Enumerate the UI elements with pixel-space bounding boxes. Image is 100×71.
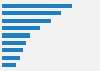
Bar bbox=[2, 26, 40, 30]
Bar bbox=[2, 11, 61, 15]
Bar bbox=[2, 41, 26, 45]
Bar bbox=[2, 4, 72, 8]
Bar bbox=[2, 19, 51, 23]
Bar bbox=[2, 63, 16, 67]
Bar bbox=[2, 48, 22, 52]
Bar bbox=[2, 33, 29, 38]
Bar bbox=[2, 56, 20, 60]
